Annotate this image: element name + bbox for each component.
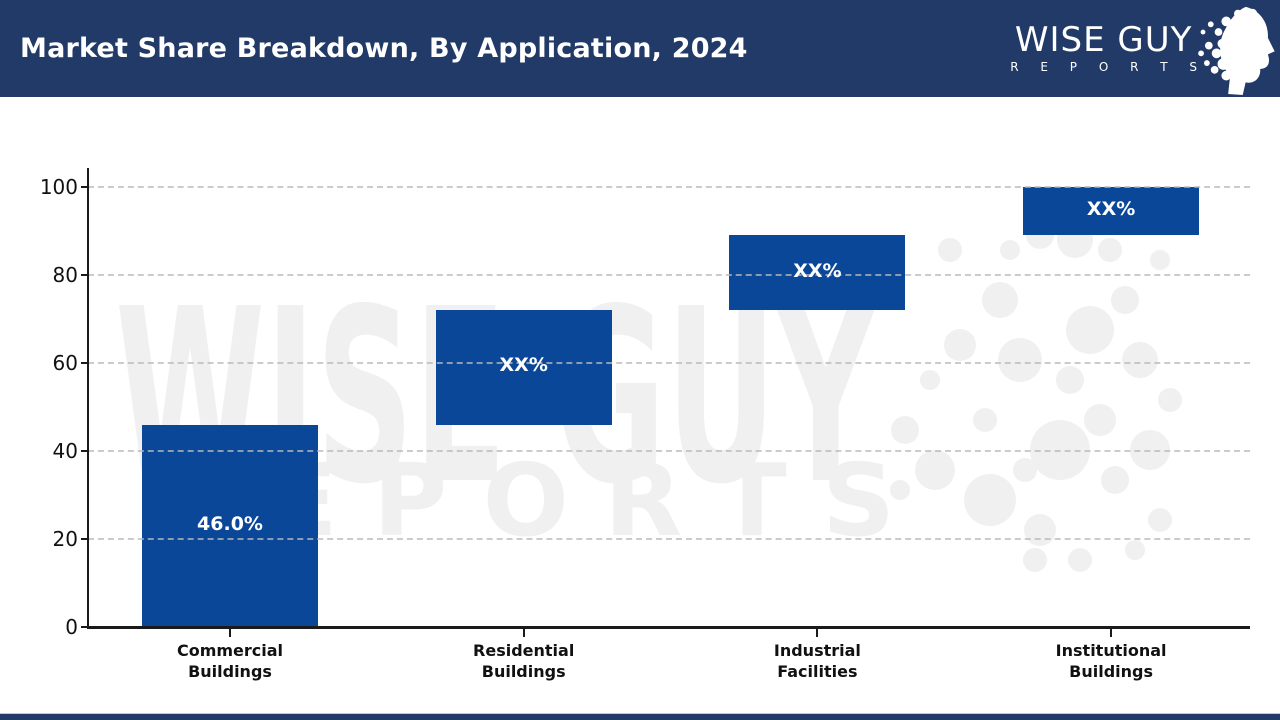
bar-value-label: 46.0%	[197, 512, 263, 535]
gridline-y80	[88, 274, 1250, 276]
y-tick-mark	[81, 362, 88, 364]
y-tick-label: 40	[52, 439, 78, 463]
logo-wordmark: WISE GUY	[1014, 20, 1193, 60]
header-bar: Market Share Breakdown, By Application, …	[0, 0, 1280, 97]
logo-head-icon	[1198, 6, 1275, 95]
y-tick-mark	[81, 626, 88, 628]
x-category-label: Institutional Buildings	[1055, 641, 1167, 681]
y-tick-label: 60	[52, 351, 78, 375]
gridline-y60	[88, 362, 1250, 364]
x-category-label: Industrial Facilities	[773, 641, 861, 681]
x-category-label: Commercial Buildings	[176, 641, 284, 681]
y-tick-label: 100	[39, 175, 78, 199]
gridline-y100	[88, 186, 1250, 188]
x-tick-mark	[816, 629, 819, 637]
gridline-y20	[88, 538, 1250, 540]
x-category-label: Residential Buildings	[473, 641, 575, 681]
bar-value-label: XX%	[1086, 198, 1136, 221]
footer-divider	[0, 713, 1280, 714]
logo-subtitle: R E P O R T S	[1010, 60, 1206, 74]
footer-accent-bar	[0, 714, 1280, 720]
logo-text: WISE GUY R E P O R T S	[1001, 23, 1206, 74]
bar-value-label: XX%	[499, 354, 548, 377]
x-tick-mark	[522, 629, 525, 637]
chart-plot-area: 0 20 40 60 80 100 46.0% Commercial Buildings XX% R…	[0, 97, 1280, 714]
y-tick-mark	[81, 538, 88, 540]
y-tick-mark	[81, 274, 88, 276]
bar-2	[435, 310, 612, 425]
page-title: Market Share Breakdown, By Application, …	[20, 33, 748, 64]
y-tick-label: 80	[52, 263, 78, 287]
y-axis-line	[87, 168, 89, 629]
gridline-y40	[88, 450, 1250, 452]
x-axis-line	[87, 626, 1250, 629]
wise-guy-logo: WISE GUY R E P O R T S	[1001, 3, 1276, 95]
bar-3	[729, 235, 906, 311]
y-tick-mark	[81, 450, 88, 452]
bar-1	[142, 424, 318, 627]
y-tick-label: 20	[52, 527, 78, 551]
x-tick-mark	[229, 629, 231, 637]
x-tick-mark	[1110, 629, 1113, 637]
y-tick-mark	[81, 186, 88, 188]
bar-value-label: XX%	[793, 259, 842, 282]
y-tick-label: 0	[65, 615, 78, 639]
